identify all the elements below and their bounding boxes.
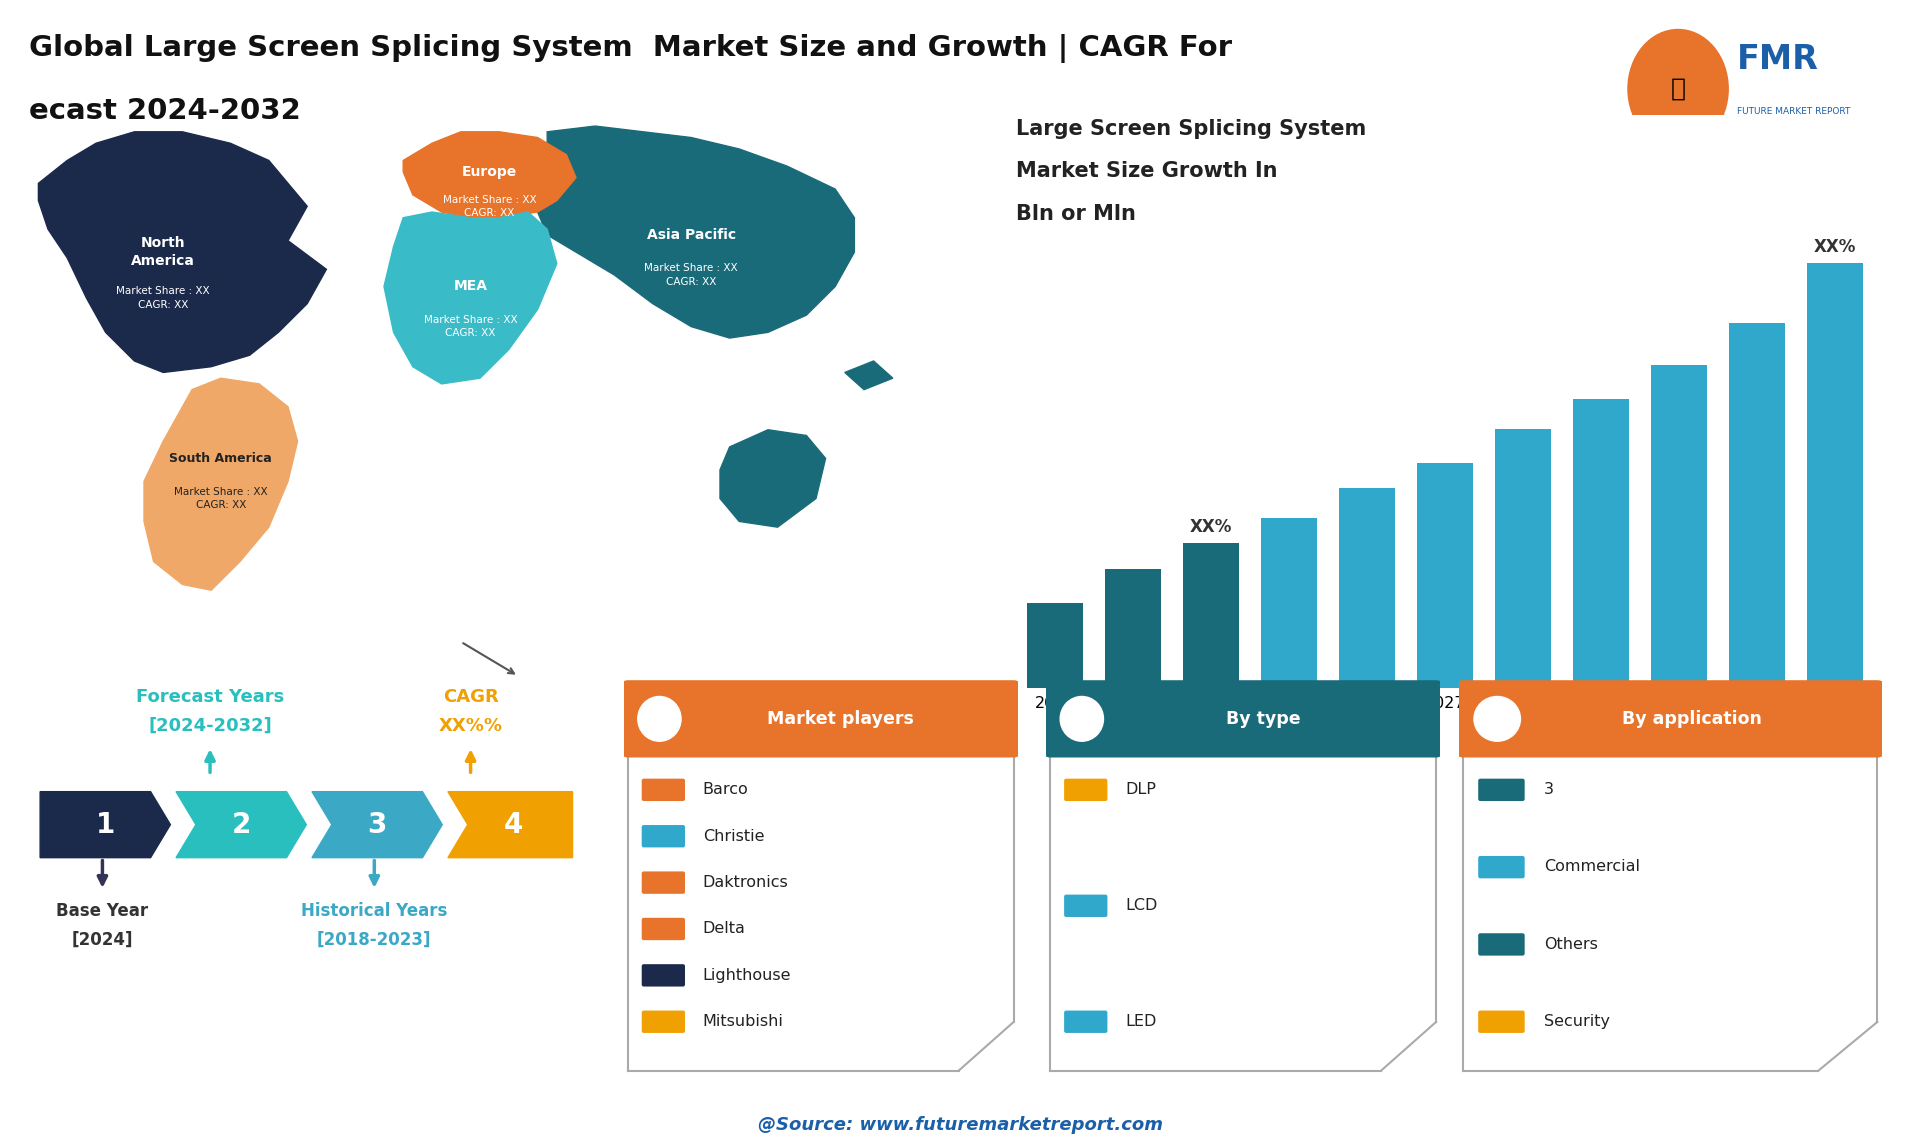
Text: 1: 1 bbox=[96, 810, 115, 839]
Text: Bln or Mln: Bln or Mln bbox=[1016, 204, 1135, 223]
Text: 🔭: 🔭 bbox=[1670, 77, 1686, 101]
Text: Large Screen Splicing System: Large Screen Splicing System bbox=[1016, 119, 1365, 139]
Circle shape bbox=[637, 697, 682, 741]
FancyBboxPatch shape bbox=[1478, 933, 1524, 956]
FancyBboxPatch shape bbox=[1043, 681, 1444, 758]
Bar bbox=[1651, 366, 1707, 688]
Text: ecast 2024-2032: ecast 2024-2032 bbox=[29, 97, 301, 125]
Text: FMR: FMR bbox=[1736, 42, 1818, 76]
Text: Asia Pacific: Asia Pacific bbox=[647, 228, 735, 242]
Polygon shape bbox=[313, 792, 442, 857]
Polygon shape bbox=[38, 132, 326, 372]
Text: Mitsubishi: Mitsubishi bbox=[703, 1014, 783, 1029]
Bar bbox=[1338, 488, 1394, 688]
Text: 3: 3 bbox=[367, 810, 386, 839]
Text: @Source: www.futuremarketreport.com: @Source: www.futuremarketreport.com bbox=[758, 1116, 1162, 1135]
FancyBboxPatch shape bbox=[641, 825, 685, 847]
FancyBboxPatch shape bbox=[641, 918, 685, 940]
Text: Lighthouse: Lighthouse bbox=[703, 967, 791, 982]
FancyBboxPatch shape bbox=[641, 871, 685, 894]
Polygon shape bbox=[384, 212, 557, 384]
Circle shape bbox=[1475, 697, 1521, 741]
Text: Delta: Delta bbox=[703, 921, 745, 936]
Text: Market Share : XX
CAGR: XX: Market Share : XX CAGR: XX bbox=[645, 264, 737, 286]
Text: Market Size Growth In: Market Size Growth In bbox=[1016, 162, 1277, 181]
Text: Base Year: Base Year bbox=[56, 902, 148, 920]
Text: Others: Others bbox=[1544, 936, 1597, 951]
Text: Commercial: Commercial bbox=[1544, 860, 1640, 874]
FancyBboxPatch shape bbox=[620, 681, 1021, 758]
Text: By application: By application bbox=[1622, 709, 1761, 728]
Polygon shape bbox=[538, 126, 854, 338]
FancyBboxPatch shape bbox=[1064, 778, 1108, 801]
Text: Market Share : XX
CAGR: XX: Market Share : XX CAGR: XX bbox=[175, 487, 267, 510]
FancyBboxPatch shape bbox=[1064, 895, 1108, 917]
Text: Christie: Christie bbox=[703, 829, 764, 843]
Polygon shape bbox=[177, 792, 307, 857]
Polygon shape bbox=[144, 378, 298, 590]
Text: [2024]: [2024] bbox=[71, 932, 132, 949]
Text: 4: 4 bbox=[503, 810, 522, 839]
Text: Daktronics: Daktronics bbox=[703, 874, 789, 890]
FancyBboxPatch shape bbox=[1455, 681, 1885, 758]
Text: 2: 2 bbox=[232, 810, 252, 839]
Text: South America: South America bbox=[169, 452, 273, 465]
Text: XX%%: XX%% bbox=[438, 716, 503, 735]
Text: Forecast Years: Forecast Years bbox=[136, 688, 284, 706]
FancyBboxPatch shape bbox=[641, 964, 685, 987]
Bar bbox=[1494, 429, 1551, 688]
FancyBboxPatch shape bbox=[641, 1011, 685, 1033]
FancyBboxPatch shape bbox=[1478, 778, 1524, 801]
Text: XX%: XX% bbox=[1190, 518, 1233, 535]
Text: Historical Years: Historical Years bbox=[301, 902, 447, 920]
FancyBboxPatch shape bbox=[1478, 856, 1524, 878]
Text: Market Share : XX
CAGR: XX: Market Share : XX CAGR: XX bbox=[117, 286, 209, 309]
Bar bbox=[1104, 568, 1162, 688]
Polygon shape bbox=[447, 792, 572, 857]
Text: [2024-2032]: [2024-2032] bbox=[148, 716, 273, 735]
Text: By type: By type bbox=[1225, 709, 1300, 728]
Text: CAGR: CAGR bbox=[444, 688, 499, 706]
Text: MEA: MEA bbox=[453, 280, 488, 293]
Text: LCD: LCD bbox=[1125, 898, 1158, 913]
Polygon shape bbox=[403, 132, 576, 218]
Bar bbox=[1027, 603, 1083, 688]
Text: Barco: Barco bbox=[703, 783, 749, 798]
Text: LED: LED bbox=[1125, 1014, 1156, 1029]
Text: Security: Security bbox=[1544, 1014, 1609, 1029]
Bar bbox=[1728, 322, 1786, 688]
Bar bbox=[1807, 264, 1862, 688]
Text: Market Share : XX
CAGR: XX: Market Share : XX CAGR: XX bbox=[424, 315, 516, 338]
Polygon shape bbox=[720, 430, 826, 527]
FancyBboxPatch shape bbox=[641, 778, 685, 801]
Bar bbox=[1572, 399, 1628, 688]
Bar bbox=[1261, 518, 1317, 688]
FancyBboxPatch shape bbox=[1478, 1011, 1524, 1033]
Circle shape bbox=[1628, 30, 1728, 148]
Text: Market Share : XX
CAGR: XX: Market Share : XX CAGR: XX bbox=[444, 195, 536, 218]
Text: [2018-2023]: [2018-2023] bbox=[317, 932, 432, 949]
Text: XX%: XX% bbox=[1814, 237, 1857, 256]
Text: DLP: DLP bbox=[1125, 783, 1156, 798]
Polygon shape bbox=[845, 361, 893, 390]
Text: FUTURE MARKET REPORT: FUTURE MARKET REPORT bbox=[1736, 108, 1849, 117]
Text: North
America: North America bbox=[131, 236, 196, 268]
Circle shape bbox=[1060, 697, 1104, 741]
Polygon shape bbox=[40, 792, 171, 857]
Text: 3: 3 bbox=[1544, 783, 1553, 798]
Bar bbox=[1183, 543, 1238, 688]
Bar bbox=[1417, 463, 1473, 688]
FancyBboxPatch shape bbox=[1064, 1011, 1108, 1033]
Text: Market players: Market players bbox=[768, 709, 914, 728]
Text: Europe: Europe bbox=[463, 165, 516, 179]
Text: Global Large Screen Splicing System  Market Size and Growth | CAGR For: Global Large Screen Splicing System Mark… bbox=[29, 34, 1233, 63]
